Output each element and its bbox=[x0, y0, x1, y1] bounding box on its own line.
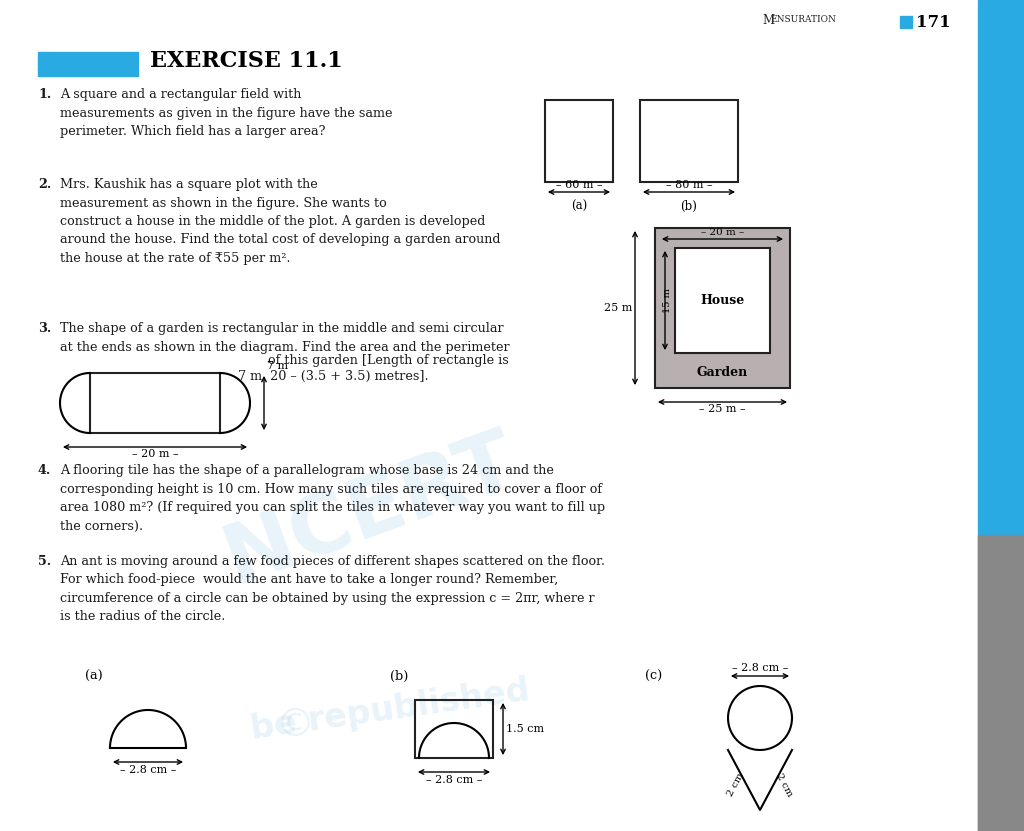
Bar bbox=[978, 535, 1024, 831]
Text: 7 m  20 – (3.5 + 3.5) metres].: 7 m 20 – (3.5 + 3.5) metres]. bbox=[238, 370, 429, 383]
Text: 4.: 4. bbox=[38, 464, 51, 477]
Text: (a): (a) bbox=[85, 670, 102, 683]
Text: (a): (a) bbox=[570, 200, 587, 213]
Text: – 20 m –: – 20 m – bbox=[132, 449, 178, 459]
Text: 7 m: 7 m bbox=[267, 361, 288, 371]
Text: House: House bbox=[700, 294, 744, 307]
Text: 15 m: 15 m bbox=[663, 288, 672, 313]
Text: 5.: 5. bbox=[38, 555, 51, 568]
Text: Mrs. Kaushik has a square plot with the
measurement as shown in the figure. She : Mrs. Kaushik has a square plot with the … bbox=[60, 178, 501, 265]
Text: of this garden [Length of rectangle is: of this garden [Length of rectangle is bbox=[268, 354, 509, 367]
Text: – 2.8 cm –: – 2.8 cm – bbox=[426, 775, 482, 785]
Text: EXERCISE 11.1: EXERCISE 11.1 bbox=[150, 50, 343, 72]
Text: A flooring tile has the shape of a parallelogram whose base is 24 cm and the
cor: A flooring tile has the shape of a paral… bbox=[60, 464, 605, 533]
Text: The shape of a garden is rectangular in the middle and semi circular
at the ends: The shape of a garden is rectangular in … bbox=[60, 322, 510, 353]
Text: A square and a rectangular field with
measurements as given in the figure have t: A square and a rectangular field with me… bbox=[60, 88, 392, 138]
Text: (b): (b) bbox=[390, 670, 409, 683]
Text: 25 m: 25 m bbox=[603, 303, 632, 313]
Text: 2 cm: 2 cm bbox=[726, 772, 745, 799]
Text: ©: © bbox=[275, 706, 314, 744]
Text: (c): (c) bbox=[645, 670, 663, 683]
Bar bbox=[900, 16, 912, 28]
Text: – 20 m –: – 20 m – bbox=[700, 228, 744, 237]
Text: – 2.8 cm –: – 2.8 cm – bbox=[732, 663, 788, 673]
Bar bbox=[415, 700, 493, 758]
Text: NCERT: NCERT bbox=[213, 420, 527, 600]
Text: – 25 m –: – 25 m – bbox=[699, 404, 745, 414]
Text: ENSURATION: ENSURATION bbox=[770, 15, 836, 24]
Text: – 2.8 cm –: – 2.8 cm – bbox=[120, 765, 176, 775]
Text: – 80 m –: – 80 m – bbox=[666, 180, 713, 190]
Bar bbox=[640, 100, 738, 182]
Bar bbox=[978, 0, 1024, 831]
Text: 171: 171 bbox=[916, 14, 950, 31]
Bar bbox=[90, 373, 220, 433]
Text: 2 cm: 2 cm bbox=[774, 772, 794, 799]
Bar bbox=[675, 248, 770, 353]
Text: 1.: 1. bbox=[38, 88, 51, 101]
Text: 3.: 3. bbox=[38, 322, 51, 335]
Text: 2.: 2. bbox=[38, 178, 51, 191]
Text: 1.5 cm: 1.5 cm bbox=[506, 724, 544, 734]
Bar bbox=[38, 52, 138, 76]
Text: Garden: Garden bbox=[697, 366, 749, 378]
Text: – 60 m –: – 60 m – bbox=[556, 180, 602, 190]
Text: An ant is moving around a few food pieces of different shapes scattered on the f: An ant is moving around a few food piece… bbox=[60, 555, 605, 623]
Bar bbox=[655, 228, 790, 388]
Bar bbox=[545, 100, 613, 182]
Text: M: M bbox=[762, 14, 774, 27]
Text: be republished: be republished bbox=[249, 674, 531, 746]
Text: (b): (b) bbox=[681, 200, 697, 213]
